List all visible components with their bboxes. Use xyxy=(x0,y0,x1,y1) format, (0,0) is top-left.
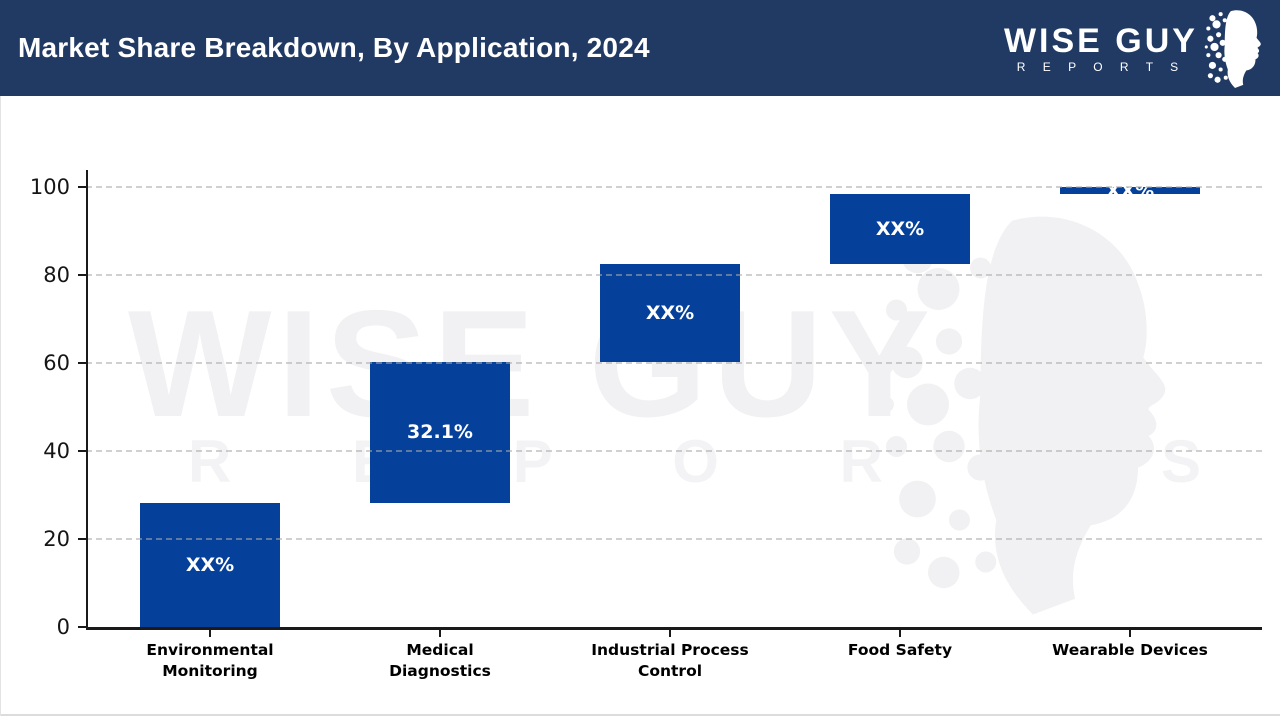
x-category-label: Wearable Devices xyxy=(1052,641,1208,659)
x-category-label: Food Safety xyxy=(847,641,953,659)
gridline xyxy=(86,186,1262,188)
bar-segment: XX% xyxy=(1060,180,1200,202)
header: Market Share Breakdown, By Application, … xyxy=(0,0,1280,96)
page-title: Market Share Breakdown, By Application, … xyxy=(18,32,650,63)
y-tick-mark xyxy=(78,274,86,276)
y-tick-label: 20 xyxy=(43,527,70,551)
x-tick-mark xyxy=(899,629,901,637)
bar-value-label: XX% xyxy=(1105,179,1155,202)
logo-text: WISE GUY R E P O R T S xyxy=(1003,21,1198,75)
x-tick-mark xyxy=(669,629,671,637)
logo-wordmark: WISE GUY xyxy=(1003,21,1198,60)
bar-segment: XX% xyxy=(140,502,280,627)
gridline xyxy=(86,362,1262,364)
bar-segment: XX% xyxy=(600,263,740,362)
y-axis xyxy=(86,170,88,629)
y-tick-label: 40 xyxy=(43,439,70,463)
bar-value-label: 32.1% xyxy=(407,421,473,444)
y-tick-mark xyxy=(78,626,86,628)
x-tick-mark xyxy=(1129,629,1131,637)
watermark-head-icon xyxy=(878,216,1166,615)
y-tick-label: 80 xyxy=(43,263,70,287)
wiseguy-logo: WISE GUY R E P O R T S xyxy=(1004,8,1266,90)
x-category-label: Environmental Monitoring xyxy=(146,641,274,680)
y-tick-label: 100 xyxy=(29,175,70,199)
y-tick-mark xyxy=(78,362,86,364)
bar-segment: 32.1% xyxy=(370,361,510,503)
y-tick-mark xyxy=(78,538,86,540)
gridline xyxy=(86,450,1262,452)
x-category-label: Medical Diagnostics xyxy=(389,641,491,680)
x-axis xyxy=(86,627,1262,630)
y-tick-label: 0 xyxy=(56,615,70,639)
gridline xyxy=(86,274,1262,276)
bar-value-label: XX% xyxy=(875,217,925,240)
x-tick-mark xyxy=(439,629,441,637)
watermark-wordmark: WISE GUY xyxy=(128,279,937,449)
left-border xyxy=(0,96,1,716)
logo-subtitle: R E P O R T S xyxy=(1016,60,1186,75)
gridline xyxy=(86,538,1262,540)
x-tick-mark xyxy=(209,629,211,637)
bar-value-label: XX% xyxy=(185,553,235,576)
y-tick-label: 60 xyxy=(43,351,70,375)
bar-segment: XX% xyxy=(830,194,970,264)
y-tick-mark xyxy=(78,186,86,188)
bottom-border xyxy=(0,714,1280,716)
x-category-label: Industrial Process Control xyxy=(591,641,749,680)
bar-value-label: XX% xyxy=(645,301,695,324)
y-tick-mark xyxy=(78,450,86,452)
